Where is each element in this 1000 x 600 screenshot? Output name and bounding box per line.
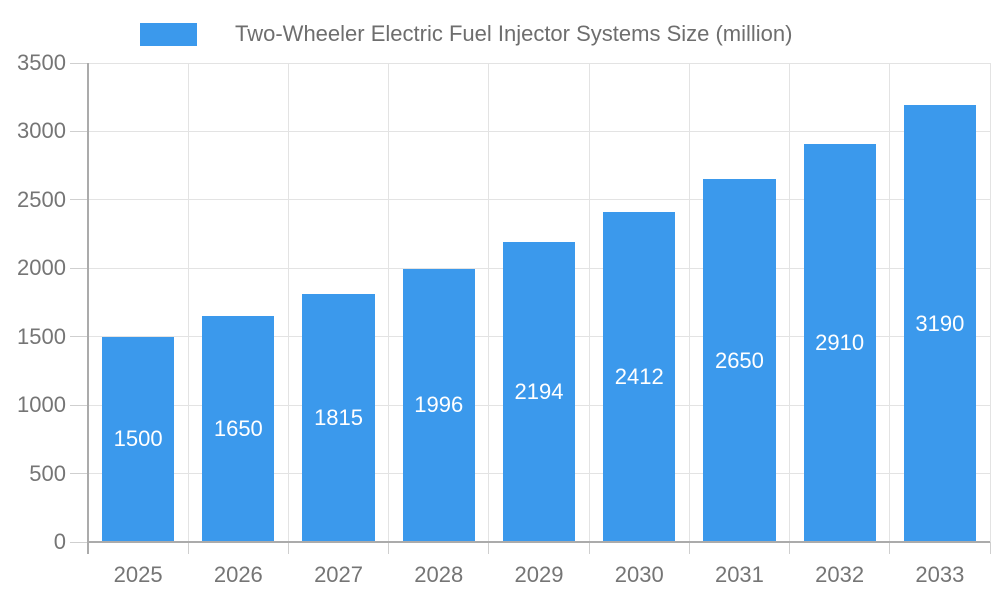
bar-value-label: 2910 bbox=[815, 329, 865, 355]
bar-value-label: 2412 bbox=[614, 363, 664, 389]
bar-2026[interactable] bbox=[202, 316, 275, 542]
x-gridline bbox=[187, 63, 189, 542]
x-axis-label: 2032 bbox=[815, 562, 865, 587]
bar-2031[interactable] bbox=[703, 179, 776, 542]
bar-2025[interactable] bbox=[102, 336, 175, 542]
x-axis-line bbox=[88, 541, 990, 543]
x-axis-tick bbox=[287, 542, 289, 554]
y-axis-tick bbox=[70, 130, 88, 132]
x-axis-tick bbox=[588, 542, 590, 554]
y-axis-label: 0 bbox=[53, 529, 66, 554]
y-axis-label: 2000 bbox=[17, 255, 66, 281]
x-axis-tick bbox=[187, 542, 189, 554]
y-axis-label: 2500 bbox=[17, 186, 66, 212]
x-axis-label: 2025 bbox=[113, 562, 163, 587]
bar-value-label: 1650 bbox=[213, 416, 263, 442]
x-axis-label: 2027 bbox=[314, 562, 364, 587]
y-axis-label: 3500 bbox=[17, 50, 66, 75]
x-axis-label: 2028 bbox=[414, 562, 464, 587]
bar-2029[interactable] bbox=[502, 241, 576, 542]
bar-value-label: 1500 bbox=[113, 426, 163, 452]
bar-2028[interactable] bbox=[402, 268, 475, 542]
bar-value-label: 2194 bbox=[514, 378, 564, 404]
legend-swatch-icon bbox=[140, 22, 197, 46]
bar-value-label: 3190 bbox=[915, 310, 965, 336]
x-axis-tick bbox=[989, 542, 991, 554]
y-axis-label: 3000 bbox=[17, 118, 66, 144]
y-axis-label: 500 bbox=[29, 460, 66, 486]
x-axis-label: 2030 bbox=[614, 562, 664, 587]
bar-value-label: 1815 bbox=[314, 404, 364, 430]
x-axis-label: 2033 bbox=[915, 562, 965, 587]
x-axis-label: 2026 bbox=[213, 562, 263, 587]
y-gridline bbox=[88, 130, 990, 132]
y-axis-tick bbox=[70, 336, 88, 338]
y-axis-label: 1000 bbox=[17, 392, 66, 418]
y-axis-tick bbox=[70, 62, 88, 64]
x-gridline bbox=[889, 63, 891, 542]
x-gridline bbox=[388, 63, 390, 542]
x-axis-tick bbox=[889, 542, 891, 554]
y-axis-tick bbox=[70, 199, 88, 201]
y-axis-tick bbox=[70, 541, 88, 543]
bar-2033[interactable] bbox=[903, 105, 976, 542]
bar-2032[interactable] bbox=[803, 143, 876, 542]
x-gridline bbox=[989, 63, 991, 542]
x-axis-tick bbox=[789, 542, 791, 554]
x-axis-tick bbox=[488, 542, 490, 554]
bar-value-label: 2650 bbox=[714, 347, 764, 373]
x-gridline bbox=[287, 63, 289, 542]
bar-2030[interactable] bbox=[603, 211, 676, 542]
y-axis-label: 1500 bbox=[17, 323, 66, 349]
bar-2027[interactable] bbox=[302, 293, 375, 542]
x-axis-label: 2031 bbox=[714, 562, 764, 587]
x-axis-tick bbox=[688, 542, 690, 554]
y-axis-line bbox=[87, 63, 89, 554]
x-axis-tick bbox=[388, 542, 390, 554]
legend[interactable]: Two-Wheeler Electric Fuel Injector Syste… bbox=[140, 21, 792, 47]
legend-label: Two-Wheeler Electric Fuel Injector Syste… bbox=[235, 21, 793, 46]
x-axis-label: 2029 bbox=[514, 562, 564, 587]
y-axis-tick bbox=[70, 267, 88, 269]
y-axis-tick bbox=[70, 404, 88, 406]
x-gridline bbox=[789, 63, 791, 542]
bar-value-label: 1996 bbox=[414, 392, 464, 418]
y-gridline bbox=[88, 199, 990, 201]
x-gridline bbox=[488, 63, 490, 542]
y-axis-tick bbox=[70, 473, 88, 475]
y-gridline bbox=[88, 62, 990, 64]
x-gridline bbox=[688, 63, 690, 542]
x-gridline bbox=[588, 63, 590, 542]
